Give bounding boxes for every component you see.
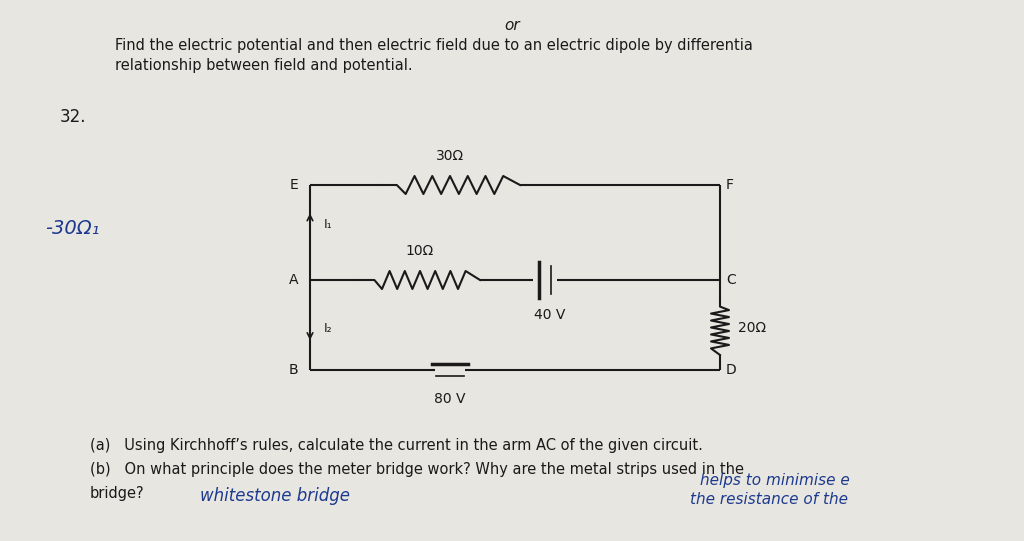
Text: A: A: [289, 273, 298, 287]
Text: whitestone bridge: whitestone bridge: [200, 487, 350, 505]
Text: 20Ω: 20Ω: [738, 320, 766, 334]
Text: I₂: I₂: [324, 322, 333, 335]
Text: -30Ω₁: -30Ω₁: [45, 219, 99, 237]
Text: or: or: [504, 18, 520, 33]
Text: bridge?: bridge?: [90, 486, 144, 501]
Text: the resistance of the: the resistance of the: [690, 492, 848, 507]
Text: I₁: I₁: [324, 218, 333, 231]
Text: B: B: [289, 363, 298, 377]
Text: E: E: [289, 178, 298, 192]
Text: Find the electric potential and then electric field due to an electric dipole by: Find the electric potential and then ele…: [115, 38, 753, 53]
Text: 10Ω: 10Ω: [406, 244, 434, 258]
Text: (b)   On what principle does the meter bridge work? Why are the metal strips use: (b) On what principle does the meter bri…: [90, 462, 744, 477]
Text: F: F: [726, 178, 734, 192]
Text: helps to minimise e: helps to minimise e: [700, 473, 850, 488]
Text: 40 V: 40 V: [535, 308, 565, 322]
Text: (a)   Using Kirchhoff’s rules, calculate the current in the arm AC of the given : (a) Using Kirchhoff’s rules, calculate t…: [90, 438, 702, 453]
Text: 80 V: 80 V: [434, 392, 466, 406]
Text: 30Ω: 30Ω: [436, 149, 464, 163]
Text: D: D: [726, 363, 736, 377]
Text: relationship between field and potential.: relationship between field and potential…: [115, 58, 413, 73]
Text: 32.: 32.: [60, 108, 86, 126]
Text: C: C: [726, 273, 736, 287]
